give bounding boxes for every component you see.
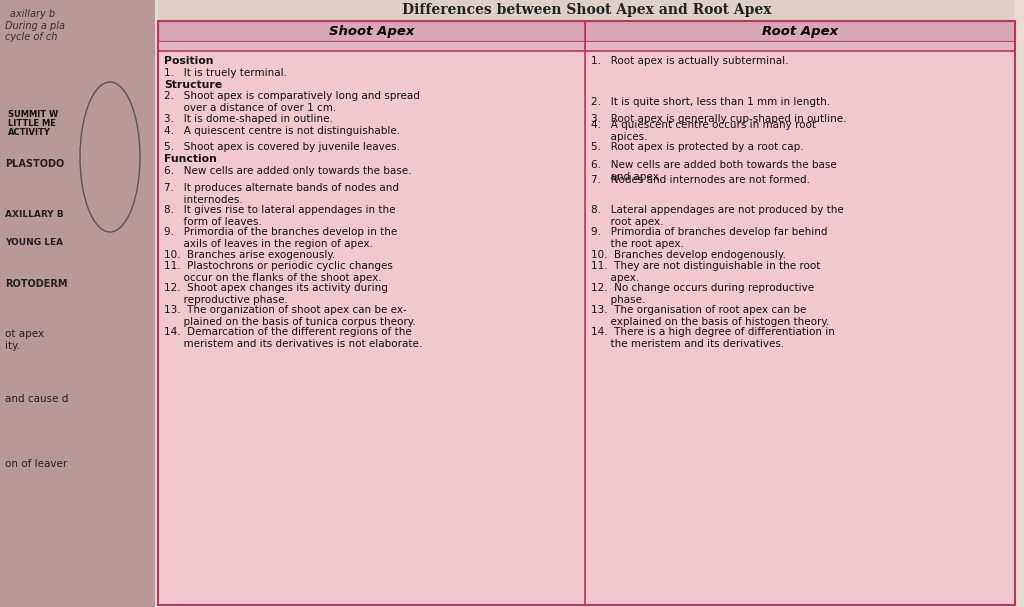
FancyBboxPatch shape bbox=[158, 0, 1015, 20]
Text: 14.  Demarcation of the different regions of the
      meristem and its derivati: 14. Demarcation of the different regions… bbox=[164, 327, 422, 349]
FancyBboxPatch shape bbox=[158, 41, 585, 51]
Text: Shoot Apex: Shoot Apex bbox=[329, 24, 414, 38]
Text: SUMMIT W: SUMMIT W bbox=[8, 110, 58, 119]
Text: 12.  Shoot apex changes its activity during
      reproductive phase.: 12. Shoot apex changes its activity duri… bbox=[164, 283, 388, 305]
Text: 12.  No change occurs during reproductive
      phase.: 12. No change occurs during reproductive… bbox=[591, 283, 814, 305]
FancyBboxPatch shape bbox=[585, 21, 1015, 41]
Text: Differences between Shoot Apex and Root Apex: Differences between Shoot Apex and Root … bbox=[401, 3, 771, 17]
Text: 5.   Shoot apex is covered by juvenile leaves.: 5. Shoot apex is covered by juvenile lea… bbox=[164, 142, 400, 152]
Text: 4.   A quiescent centre occurs in many root
      apices.: 4. A quiescent centre occurs in many roo… bbox=[591, 120, 816, 142]
FancyBboxPatch shape bbox=[585, 41, 1015, 51]
Text: axillary b: axillary b bbox=[10, 9, 55, 19]
Text: 1.   Root apex is actually subterminal.: 1. Root apex is actually subterminal. bbox=[591, 56, 788, 66]
Text: on of leaver: on of leaver bbox=[5, 459, 68, 469]
Text: 7.   Nodes and internodes are not formed.: 7. Nodes and internodes are not formed. bbox=[591, 175, 810, 185]
Text: LITTLE ME: LITTLE ME bbox=[8, 119, 56, 128]
Text: AXILLARY B: AXILLARY B bbox=[5, 210, 63, 219]
Text: 7.   It produces alternate bands of nodes and
      internodes.: 7. It produces alternate bands of nodes … bbox=[164, 183, 399, 205]
Text: 11.  Plastochrons or periodic cyclic changes
      occur on the flanks of the sh: 11. Plastochrons or periodic cyclic chan… bbox=[164, 261, 393, 283]
Text: 5.   Root apex is protected by a root cap.: 5. Root apex is protected by a root cap. bbox=[591, 142, 804, 152]
Text: PLASTODO: PLASTODO bbox=[5, 159, 65, 169]
FancyBboxPatch shape bbox=[0, 0, 155, 607]
Text: cycle of ch: cycle of ch bbox=[5, 32, 57, 42]
Text: Root Apex: Root Apex bbox=[762, 24, 838, 38]
Text: 14.  There is a high degree of differentiation in
      the meristem and its der: 14. There is a high degree of differenti… bbox=[591, 327, 835, 349]
Text: Position: Position bbox=[164, 56, 213, 66]
Text: ity.: ity. bbox=[5, 341, 20, 351]
Text: 4.   A quiescent centre is not distinguishable.: 4. A quiescent centre is not distinguish… bbox=[164, 126, 400, 136]
Text: 8.   Lateral appendages are not produced by the
      root apex.: 8. Lateral appendages are not produced b… bbox=[591, 205, 844, 227]
Text: 11.  They are not distinguishable in the root
      apex.: 11. They are not distinguishable in the … bbox=[591, 261, 820, 283]
Text: 13.  The organisation of root apex can be
      explained on the basis of histog: 13. The organisation of root apex can be… bbox=[591, 305, 829, 327]
Text: 1.   It is truely terminal.: 1. It is truely terminal. bbox=[164, 68, 287, 78]
Text: ROTODERM: ROTODERM bbox=[5, 279, 68, 289]
Text: ot apex: ot apex bbox=[5, 329, 44, 339]
FancyBboxPatch shape bbox=[158, 51, 1015, 605]
Text: 9.   Primordia of branches develop far behind
      the root apex.: 9. Primordia of branches develop far beh… bbox=[591, 227, 827, 249]
Text: 8.   It gives rise to lateral appendages in the
      form of leaves.: 8. It gives rise to lateral appendages i… bbox=[164, 205, 395, 227]
Text: 13.  The organization of shoot apex can be ex-
      plained on the basis of tun: 13. The organization of shoot apex can b… bbox=[164, 305, 416, 327]
Text: 9.   Primordia of the branches develop in the
      axils of leaves in the regio: 9. Primordia of the branches develop in … bbox=[164, 227, 397, 249]
Text: 3.   Root apex is generally cup-shaped in outline.: 3. Root apex is generally cup-shaped in … bbox=[591, 114, 847, 124]
Text: 3.   It is dome-shaped in outline.: 3. It is dome-shaped in outline. bbox=[164, 114, 333, 124]
Text: During a pla: During a pla bbox=[5, 21, 65, 31]
Text: 2.   It is quite short, less than 1 mm in length.: 2. It is quite short, less than 1 mm in … bbox=[591, 97, 830, 107]
Text: and cause d: and cause d bbox=[5, 394, 69, 404]
Text: 10.  Branches develop endogenously.: 10. Branches develop endogenously. bbox=[591, 250, 785, 260]
Text: 6.   New cells are added only towards the base.: 6. New cells are added only towards the … bbox=[164, 166, 412, 176]
Text: YOUNG LEA: YOUNG LEA bbox=[5, 238, 63, 247]
Text: 2.   Shoot apex is comparatively long and spread
      over a distance of over 1: 2. Shoot apex is comparatively long and … bbox=[164, 91, 420, 113]
FancyBboxPatch shape bbox=[155, 0, 1024, 607]
FancyBboxPatch shape bbox=[158, 21, 585, 41]
Text: ACTIVITY: ACTIVITY bbox=[8, 128, 51, 137]
Text: Structure: Structure bbox=[164, 80, 222, 90]
Text: 6.   New cells are added both towards the base
      and apex.: 6. New cells are added both towards the … bbox=[591, 160, 837, 182]
Text: Function: Function bbox=[164, 154, 217, 164]
Text: 10.  Branches arise exogenously.: 10. Branches arise exogenously. bbox=[164, 250, 336, 260]
